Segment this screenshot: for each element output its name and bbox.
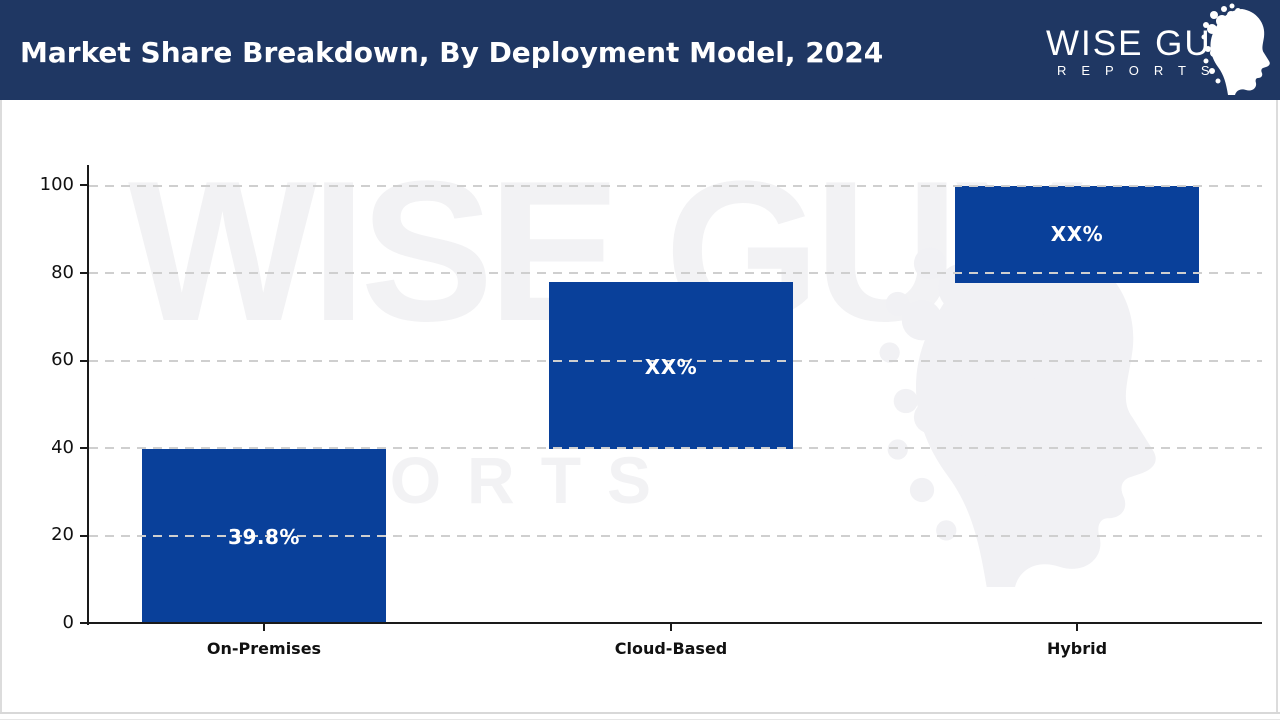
x-category-label-on-premises: On-Premises [206, 639, 322, 658]
brand-face-icon [1201, 3, 1270, 95]
y-tick-label-60: 60 [51, 349, 74, 370]
bar-label-cloud-based: XX% [644, 355, 698, 379]
y-tick-20 [80, 535, 88, 537]
gridline-40 [89, 447, 1262, 449]
header: Market Share Breakdown, By Deployment Mo… [0, 0, 1280, 100]
x-tick-cloud-based [670, 624, 672, 631]
y-tick-80 [80, 272, 88, 274]
y-tick-60 [80, 360, 88, 362]
bar-cloud-based [549, 282, 793, 449]
x-category-label-cloud-based: Cloud-Based [614, 639, 728, 658]
gridline-100 [89, 185, 1262, 187]
y-tick-40 [80, 447, 88, 449]
frame-border-left [0, 100, 2, 714]
y-tick-label-40: 40 [51, 437, 74, 458]
y-tick-label-20: 20 [51, 524, 74, 545]
frame-border-bottom [0, 712, 1280, 714]
gridline-80 [89, 272, 1262, 274]
y-tick-label-0: 0 [62, 612, 74, 633]
x-category-label-hybrid: Hybrid [1046, 639, 1108, 658]
plot-area: WISE GUY REPORTS [0, 100, 1280, 720]
y-tick-label-80: 80 [51, 262, 74, 283]
brand-wordmark: WISE GUY [1046, 24, 1238, 63]
x-tick-hybrid [1076, 624, 1078, 631]
bar-label-on-premises: 39.8% [228, 525, 300, 549]
bar-hybrid [955, 186, 1199, 283]
page-title: Market Share Breakdown, By Deployment Mo… [20, 36, 884, 69]
frame-border-right [1276, 100, 1278, 714]
bar-label-hybrid: XX% [1050, 222, 1104, 246]
y-axis-spine [87, 165, 89, 625]
y-tick-100 [80, 184, 88, 186]
y-tick-label-100: 100 [39, 174, 74, 195]
x-axis-spine [87, 622, 1262, 624]
gridline-60 [89, 360, 1262, 362]
y-tick-0 [80, 622, 88, 624]
brand-subtitle: REPORTS [1057, 63, 1225, 78]
x-tick-on-premises [263, 624, 265, 631]
gridline-20 [89, 535, 1262, 537]
